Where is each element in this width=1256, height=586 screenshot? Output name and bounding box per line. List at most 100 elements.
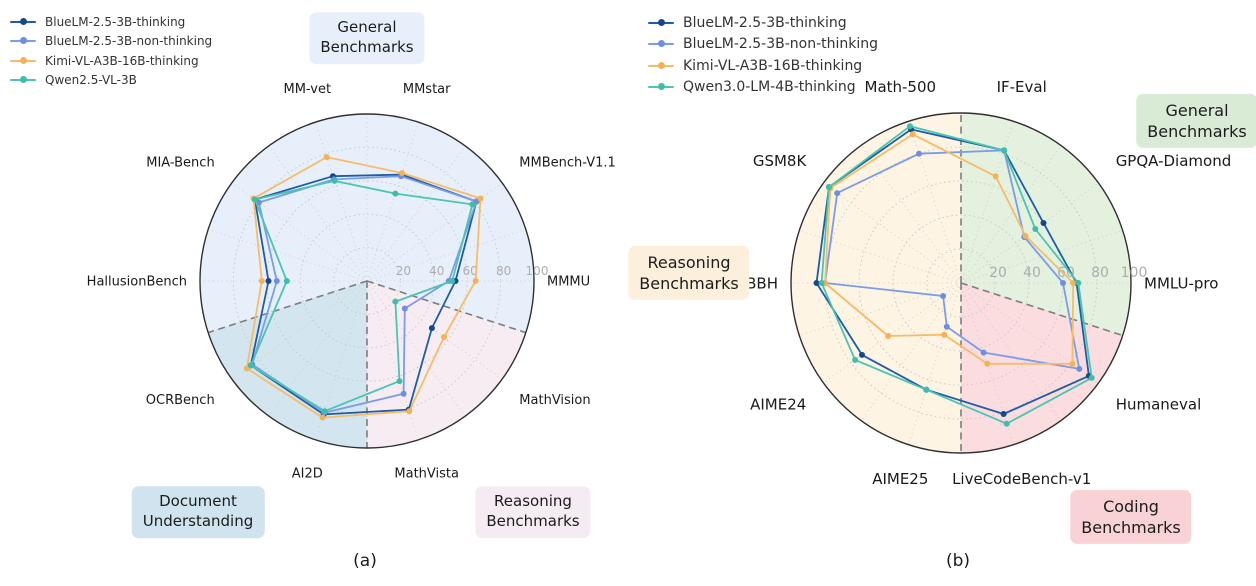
spoke-line: [231, 182, 368, 282]
axis-label-if-eval: IF-Eval: [997, 78, 1047, 96]
legend-a: BlueLM-2.5-3B-thinking BlueLM-2.5-3B-non-…: [10, 12, 212, 90]
region-label-line: Benchmarks: [320, 38, 414, 56]
data-point-bluelm-2-5-3b-non-thinking-mmlu-pro: [1060, 280, 1066, 286]
data-point-qwen3-0-lm-4b-thinking-livecodebench-v1: [1003, 420, 1010, 427]
data-point-bluelm-2-5-3b-non-thinking-aime25: [943, 323, 950, 330]
legend-line-marker-icon: [648, 82, 674, 92]
grid-circle-20: [333, 247, 401, 315]
axis-label-gsm8k: GSM8K: [753, 152, 808, 170]
data-point-bluelm-2-5-3b-non-thinking-livecodebench-v1: [980, 349, 987, 356]
legend-line-marker-icon: [648, 18, 674, 28]
legend-label: Kimi-VL-A3B-16B-thinking: [45, 53, 199, 68]
data-point-kimi-vl-a3b-16b-thinking-mathvision: [441, 334, 447, 340]
data-point-qwen2-5-vl-3b-mmstar: [392, 190, 399, 197]
sector-divider-line: [207, 280, 368, 334]
legend-item-bluelm-2-5-3b-thinking: BlueLM-2.5-3B-thinking: [648, 12, 878, 34]
data-point-kimi-vl-a3b-16b-thinking-if-eval: [992, 173, 999, 180]
spoke-line: [268, 145, 368, 282]
data-point-qwen3-0-lm-4b-thinking-aime24: [852, 356, 859, 363]
data-point-bluelm-2-5-3b-non-thinking-mathvista: [400, 390, 407, 397]
tick-label-100: 100: [526, 264, 549, 278]
legend-line-marker-icon: [10, 36, 36, 46]
data-point-qwen2-5-vl-3b-hallusionbench: [283, 278, 290, 284]
spoke-line: [366, 280, 466, 417]
legend-item-qwen3-0-lm-4b-thinking: Qwen3.0-LM-4B-thinking: [648, 77, 878, 99]
tick-label-20: 20: [989, 265, 1007, 281]
data-point-bluelm-2-5-3b-non-thinking-mathvision: [401, 305, 408, 312]
spoke-line: [314, 122, 368, 282]
axis-label-mathvista: MathVista: [394, 466, 459, 481]
data-point-kimi-vl-a3b-16b-thinking-aime24: [885, 333, 892, 339]
tick-label-20: 20: [396, 264, 411, 278]
caption-a: (a): [353, 551, 377, 571]
data-point-kimi-vl-a3b-16b-thinking-gpqa-diamond: [1022, 233, 1029, 239]
data-point-bluelm-2-5-3b-thinking-mathvision: [428, 325, 435, 332]
data-point-qwen3-0-lm-4b-thinking-gsm8k: [826, 184, 832, 191]
axis-label-mmbench-v1-1: MMBench-V1.1: [519, 156, 615, 171]
outer-circle: [199, 113, 535, 449]
legend-item-bluelm-2-5-3b-non-thinking: BlueLM-2.5-3B-non-thinking: [10, 32, 212, 52]
region-label-line: Benchmarks: [1147, 122, 1247, 141]
spoke-line: [366, 122, 420, 282]
axis-label-ai2d: AI2D: [292, 466, 323, 481]
region-label-document-understanding: Document Understanding: [131, 486, 265, 538]
region-label-general-benchmarks: General Benchmarks: [309, 12, 425, 64]
data-point-qwen3-0-lm-4b-thinking-if-eval: [1001, 147, 1008, 154]
data-point-qwen3-0-lm-4b-thinking-mmlu-pro: [1075, 280, 1082, 286]
data-point-qwen3-0-lm-4b-thinking-aime25: [923, 386, 930, 393]
axis-label-aime24: AIME24: [750, 396, 806, 414]
axis-label-hallusionbench: HallusionBench: [87, 275, 187, 290]
legend-label: Qwen3.0-LM-4B-thinking: [683, 79, 856, 96]
axis-label-mmlu-pro: MMLU-pro: [1144, 274, 1218, 292]
data-point-bluelm-2-5-3b-thinking-bbh: [813, 280, 820, 286]
region-label-line: Benchmarks: [639, 274, 739, 293]
spoke-line: [268, 280, 368, 417]
tick-label-80: 80: [496, 264, 511, 278]
legend-line-marker-icon: [648, 39, 674, 49]
data-point-bluelm-2-5-3b-thinking-gpqa-diamond: [1040, 220, 1047, 226]
axis-label-mm-vet: MM-vet: [284, 82, 332, 97]
grid-circle-80: [232, 146, 502, 416]
data-point-kimi-vl-a3b-16b-thinking-mmstar: [399, 170, 406, 176]
data-point-kimi-vl-a3b-16b-thinking-aime25: [941, 331, 948, 338]
region-label-line: General: [1165, 100, 1229, 120]
region-label-line: Reasoning: [647, 252, 731, 272]
axis-label-humaneval: Humaneval: [1116, 396, 1202, 414]
axis-label-gpqa-diamond: GPQA-Diamond: [1116, 152, 1232, 170]
region-sector-reasoning-benchmarks: [367, 281, 526, 448]
legend-line-marker-icon: [10, 17, 36, 27]
data-point-bluelm-2-5-3b-non-thinking-gsm8k: [834, 190, 841, 197]
data-point-kimi-vl-a3b-16b-thinking-ai2d: [319, 414, 326, 421]
data-point-kimi-vl-a3b-16b-thinking-mmbench-v1-1: [477, 195, 484, 202]
axis-label-ocrbench: OCRBench: [146, 393, 215, 408]
region-sector-document-understanding: [208, 281, 367, 448]
axis-label-mathvision: MathVision: [519, 393, 590, 408]
data-point-kimi-vl-a3b-16b-thinking-livecodebench-v1: [984, 360, 991, 367]
data-point-qwen2-5-vl-3b-ai2d: [321, 408, 328, 415]
region-label-line: Benchmarks: [486, 512, 580, 530]
caption-b: (b): [945, 551, 971, 571]
legend-label: BlueLM-2.5-3B-non-thinking: [683, 36, 879, 53]
spoke-line: [366, 145, 466, 282]
legend-item-kimi-vl-a3b-16b-thinking: Kimi-VL-A3B-16B-thinking: [10, 51, 212, 71]
sector-divider-line: [960, 282, 1123, 337]
data-point-bluelm-2-5-3b-thinking-livecodebench-v1: [1000, 411, 1007, 417]
legend-label: BlueLM-2.5-3B-thinking: [45, 14, 186, 29]
axis-label-aime25: AIME25: [872, 470, 928, 488]
region-label-reasoning-benchmarks: Reasoning Benchmarks: [475, 486, 591, 538]
data-point-qwen2-5-vl-3b-mmmu: [449, 278, 456, 284]
spoke-line: [366, 228, 526, 282]
tick-label-40: 40: [1023, 265, 1041, 281]
legend-line-marker-icon: [10, 56, 36, 66]
data-point-kimi-vl-a3b-16b-thinking-mm-vet: [323, 154, 330, 161]
data-point-qwen3-0-lm-4b-thinking-bbh: [818, 280, 825, 286]
data-point-bluelm-2-5-3b-non-thinking-humaneval: [1076, 365, 1083, 372]
data-point-bluelm-2-5-3b-thinking-hallusionbench: [265, 278, 272, 284]
data-point-kimi-vl-a3b-16b-thinking-hallusionbench: [258, 278, 265, 284]
data-point-qwen3-0-lm-4b-thinking-humaneval: [1088, 374, 1095, 381]
legend-label: Kimi-VL-A3B-16B-thinking: [683, 57, 863, 74]
axis-label-mia-bench: MIA-Bench: [146, 156, 214, 171]
sector-divider-line: [366, 280, 527, 334]
